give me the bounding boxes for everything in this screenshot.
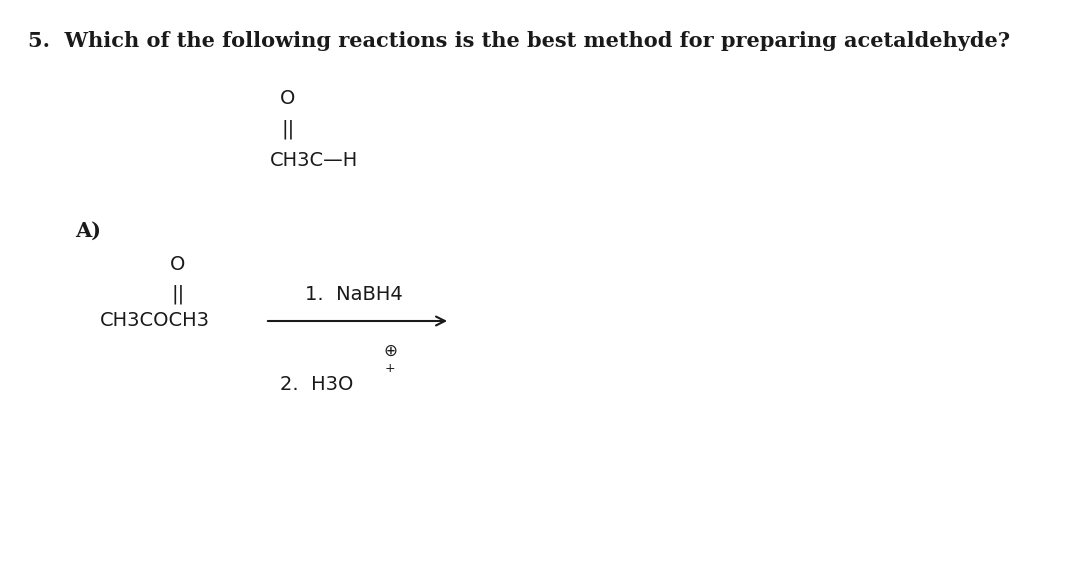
Text: CH3C—H: CH3C—H — [270, 151, 358, 169]
Text: A): A) — [75, 221, 101, 241]
Text: CH3COCH3: CH3COCH3 — [100, 311, 210, 331]
Text: 1.  NaBH4: 1. NaBH4 — [305, 285, 403, 303]
Text: ⊕: ⊕ — [383, 342, 397, 360]
Text: ||: || — [172, 284, 185, 304]
Text: O: O — [280, 88, 295, 108]
Text: 5.  Which of the following reactions is the best method for preparing acetaldehy: 5. Which of the following reactions is t… — [28, 31, 1010, 51]
Text: 2.  H3O: 2. H3O — [280, 375, 353, 393]
Text: ||: || — [281, 119, 294, 139]
Text: +: + — [384, 362, 395, 375]
Text: O: O — [171, 255, 186, 273]
